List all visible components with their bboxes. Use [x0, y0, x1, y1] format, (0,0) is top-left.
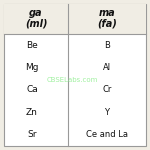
Text: Sr: Sr — [27, 130, 37, 139]
Text: Cr: Cr — [102, 85, 112, 94]
Text: Al: Al — [103, 63, 111, 72]
Text: Ca: Ca — [26, 85, 38, 94]
Text: (ml): (ml) — [25, 19, 47, 29]
Text: B: B — [104, 41, 110, 50]
Text: CBSELabs.com: CBSELabs.com — [46, 77, 98, 83]
Text: Zn: Zn — [26, 108, 38, 117]
Text: Mg: Mg — [25, 63, 39, 72]
Text: ma: ma — [99, 8, 115, 18]
Text: (fa): (fa) — [97, 19, 117, 29]
Text: Ce and La: Ce and La — [86, 130, 128, 139]
Bar — [4, 4, 146, 34]
Text: Y: Y — [105, 108, 110, 117]
Text: ga: ga — [29, 8, 43, 18]
Text: Be: Be — [26, 41, 38, 50]
